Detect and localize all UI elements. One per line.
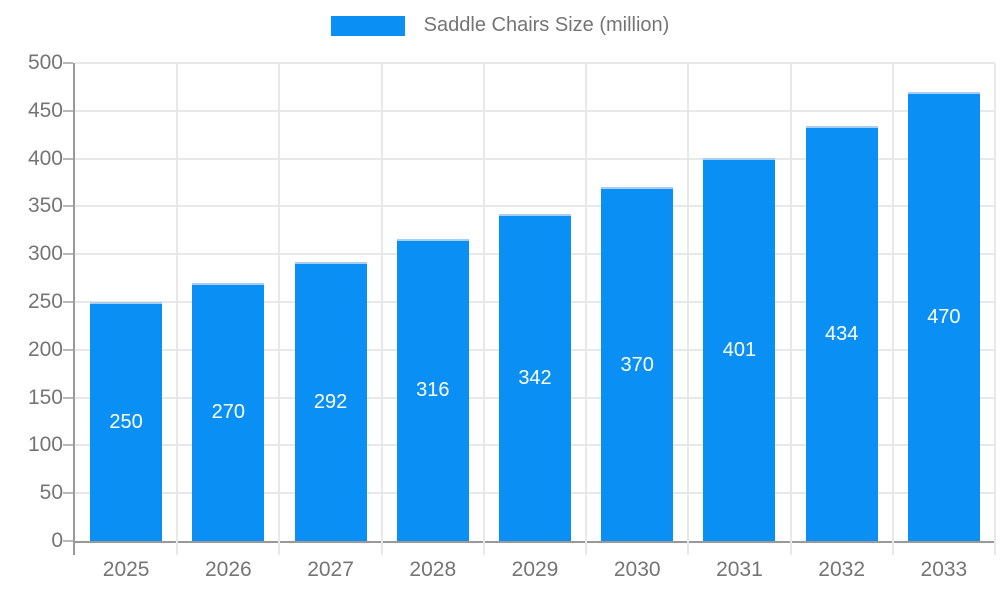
x-axis-tick bbox=[482, 541, 485, 555]
x-axis-label: 2029 bbox=[511, 558, 559, 581]
x-axis-label: 2026 bbox=[204, 558, 252, 581]
x-axis-tick bbox=[380, 541, 383, 555]
bar-2025[interactable]: 250 bbox=[90, 302, 163, 541]
y-axis-tick bbox=[63, 444, 73, 447]
y-axis-tick bbox=[63, 62, 73, 64]
y-axis-label: 200 bbox=[27, 337, 63, 361]
y-axis-tick bbox=[63, 301, 73, 303]
bar-value-label: 270 bbox=[211, 401, 246, 424]
bar-2030[interactable]: 370 bbox=[601, 187, 674, 541]
x-axis-tick bbox=[278, 541, 281, 555]
gridline-horizontal bbox=[75, 109, 995, 112]
y-axis-label: 50 bbox=[39, 481, 63, 505]
bar-value-label: 370 bbox=[620, 353, 654, 376]
gridline-vertical bbox=[278, 63, 281, 541]
x-axis-tick bbox=[891, 541, 894, 555]
y-axis-label: 0 bbox=[51, 529, 63, 552]
bar-2031[interactable]: 401 bbox=[703, 157, 776, 541]
bar-2027[interactable]: 292 bbox=[294, 261, 367, 541]
bar-2028[interactable]: 316 bbox=[396, 238, 469, 541]
gridline-vertical bbox=[789, 63, 792, 541]
gridline-vertical bbox=[687, 63, 690, 541]
y-axis-label: 300 bbox=[27, 242, 63, 266]
plot-area: 0 50 100 150 200 250 300 350 400 450 500 2025 250 202… bbox=[28, 51, 996, 581]
bar-value-label: 342 bbox=[518, 367, 552, 390]
bar-value-label: 250 bbox=[109, 411, 143, 433]
x-axis-tick bbox=[994, 541, 996, 555]
x-axis-label: 2031 bbox=[716, 558, 763, 581]
gridline-vertical bbox=[994, 63, 996, 541]
gridline-vertical bbox=[585, 63, 588, 541]
gridline-vertical bbox=[482, 63, 485, 541]
bar-value-label: 434 bbox=[824, 323, 859, 346]
y-axis-tick bbox=[63, 492, 73, 495]
bar-2033[interactable]: 470 bbox=[907, 91, 980, 541]
bar-2032[interactable]: 434 bbox=[805, 126, 878, 541]
x-axis-label: 2032 bbox=[818, 558, 866, 581]
y-axis-label: 100 bbox=[27, 433, 63, 457]
x-axis-label: 2033 bbox=[920, 558, 968, 581]
x-axis-label: 2028 bbox=[409, 558, 457, 581]
y-axis-label: 450 bbox=[27, 98, 63, 122]
gridline-vertical bbox=[380, 63, 383, 541]
y-axis-tick bbox=[63, 348, 73, 351]
y-axis-tick bbox=[63, 205, 73, 208]
x-axis-label: 2025 bbox=[102, 558, 150, 581]
bar-2029[interactable]: 342 bbox=[499, 214, 571, 541]
x-axis-tick bbox=[687, 541, 690, 555]
gridline-vertical bbox=[891, 63, 894, 541]
y-axis-tick bbox=[63, 109, 73, 112]
y-axis-label: 350 bbox=[27, 194, 63, 218]
legend-label: Saddle Chairs Size (million) bbox=[423, 14, 670, 36]
x-axis-tick bbox=[585, 541, 588, 555]
x-axis-label: 2027 bbox=[307, 558, 354, 581]
y-axis-tick bbox=[63, 157, 73, 160]
bar-value-label: 470 bbox=[927, 305, 961, 328]
legend-swatch bbox=[330, 15, 405, 36]
y-axis-tick bbox=[63, 540, 73, 542]
bar-value-label: 292 bbox=[313, 390, 348, 413]
x-axis-tick bbox=[789, 541, 792, 555]
bar-value-label: 401 bbox=[722, 338, 757, 361]
y-axis-tick bbox=[63, 396, 73, 399]
gridline-horizontal bbox=[75, 62, 995, 64]
bar-value-label: 316 bbox=[416, 379, 450, 402]
x-axis-label: 2030 bbox=[613, 558, 661, 581]
gridline-vertical bbox=[176, 63, 179, 541]
y-axis-label: 400 bbox=[27, 146, 63, 170]
bar-2026[interactable]: 270 bbox=[192, 282, 265, 541]
y-axis-label: 250 bbox=[27, 290, 63, 313]
x-axis-tick bbox=[176, 541, 179, 555]
legend-item[interactable]: Saddle Chairs Size (million) bbox=[0, 14, 1000, 37]
x-axis-tick bbox=[73, 541, 75, 555]
y-axis-label: 500 bbox=[27, 51, 63, 74]
y-axis-label: 150 bbox=[27, 385, 63, 409]
y-axis-tick bbox=[63, 253, 73, 256]
